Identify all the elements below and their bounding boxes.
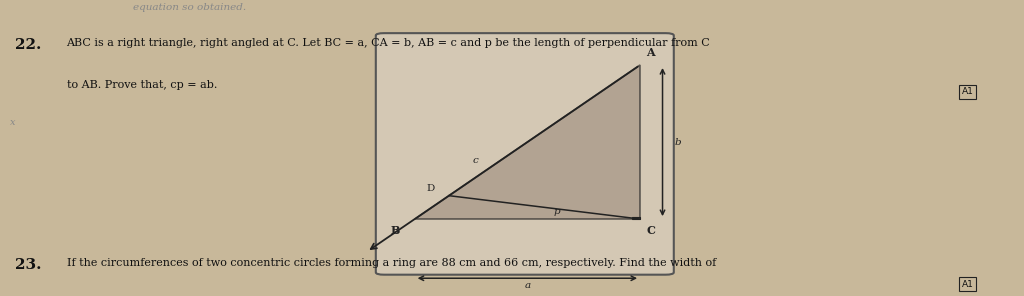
Bar bbox=[632, 217, 640, 219]
Text: equation so obtained.: equation so obtained. bbox=[133, 3, 246, 12]
Text: b: b bbox=[675, 138, 681, 147]
Text: ABC is a right triangle, right angled at C. Let BC = a, CA = b, AB = c and p be : ABC is a right triangle, right angled at… bbox=[67, 38, 711, 49]
Text: a: a bbox=[524, 281, 530, 290]
Text: B: B bbox=[391, 225, 400, 236]
Text: x: x bbox=[10, 118, 15, 127]
Text: c: c bbox=[472, 156, 478, 165]
Polygon shape bbox=[415, 65, 640, 219]
Text: A1: A1 bbox=[962, 280, 974, 289]
Text: C: C bbox=[646, 225, 655, 236]
Text: to AB. Prove that, cp = ab.: to AB. Prove that, cp = ab. bbox=[67, 80, 217, 90]
FancyBboxPatch shape bbox=[376, 33, 674, 275]
Text: D: D bbox=[426, 184, 434, 193]
Text: p: p bbox=[553, 207, 560, 216]
Text: If the circumferences of two concentric circles forming a ring are 88 cm and 66 : If the circumferences of two concentric … bbox=[67, 258, 716, 268]
Text: 23.: 23. bbox=[15, 258, 42, 271]
Text: 22.: 22. bbox=[15, 38, 42, 52]
Text: A1: A1 bbox=[962, 87, 974, 96]
Text: A: A bbox=[646, 47, 654, 58]
